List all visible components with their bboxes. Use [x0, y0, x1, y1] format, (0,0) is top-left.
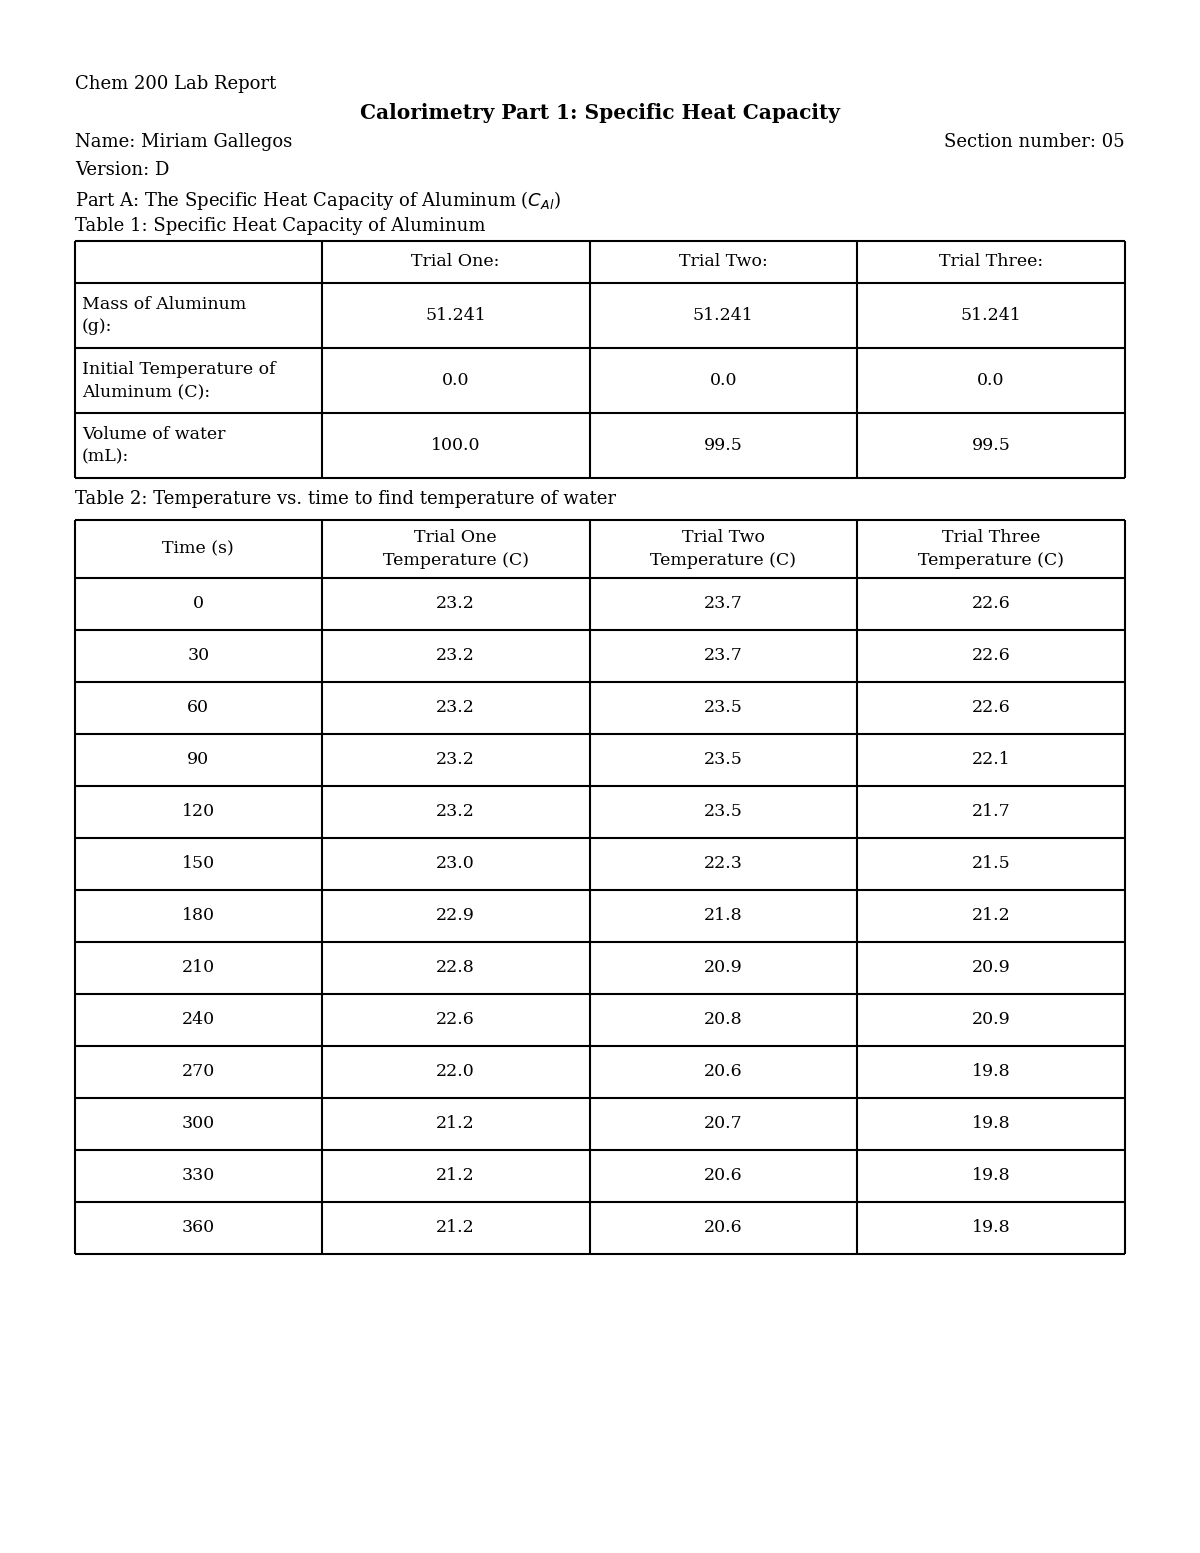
Text: 23.7: 23.7: [704, 648, 743, 665]
Text: 270: 270: [181, 1064, 215, 1081]
Text: 21.7: 21.7: [972, 803, 1010, 820]
Text: 21.8: 21.8: [704, 907, 743, 924]
Text: 240: 240: [182, 1011, 215, 1028]
Text: 20.7: 20.7: [704, 1115, 743, 1132]
Text: 20.6: 20.6: [704, 1168, 743, 1185]
Text: Part A: The Specific Heat Capacity of Aluminum ($C_{Al}$): Part A: The Specific Heat Capacity of Al…: [74, 189, 560, 213]
Text: 90: 90: [187, 752, 210, 769]
Text: 20.9: 20.9: [972, 1011, 1010, 1028]
Text: 21.2: 21.2: [437, 1115, 475, 1132]
Text: 19.8: 19.8: [972, 1219, 1010, 1236]
Text: Chem 200 Lab Report: Chem 200 Lab Report: [74, 75, 276, 93]
Text: 22.6: 22.6: [972, 595, 1010, 612]
Text: Volume of water
(mL):: Volume of water (mL):: [82, 426, 226, 464]
Text: 19.8: 19.8: [972, 1168, 1010, 1185]
Text: 0: 0: [193, 595, 204, 612]
Text: 23.7: 23.7: [704, 595, 743, 612]
Text: Initial Temperature of
Aluminum (C):: Initial Temperature of Aluminum (C):: [82, 360, 276, 401]
Text: 51.241: 51.241: [425, 307, 486, 325]
Text: 300: 300: [182, 1115, 215, 1132]
Text: 22.3: 22.3: [704, 856, 743, 873]
Text: 22.6: 22.6: [972, 699, 1010, 716]
Text: 51.241: 51.241: [694, 307, 754, 325]
Text: 0.0: 0.0: [442, 373, 469, 388]
Text: 20.6: 20.6: [704, 1064, 743, 1081]
Text: 20.9: 20.9: [704, 960, 743, 977]
Text: 60: 60: [187, 699, 209, 716]
Text: 20.8: 20.8: [704, 1011, 743, 1028]
Text: 0.0: 0.0: [709, 373, 737, 388]
Text: 30: 30: [187, 648, 210, 665]
Text: 330: 330: [181, 1168, 215, 1185]
Text: Trial Three
Temperature (C): Trial Three Temperature (C): [918, 530, 1064, 568]
Text: 23.2: 23.2: [436, 648, 475, 665]
Text: 19.8: 19.8: [972, 1064, 1010, 1081]
Text: 51.241: 51.241: [961, 307, 1021, 325]
Text: Trial One:: Trial One:: [412, 253, 500, 270]
Text: Name: Miriam Gallegos: Name: Miriam Gallegos: [74, 134, 293, 151]
Text: 360: 360: [182, 1219, 215, 1236]
Text: Trial Two
Temperature (C): Trial Two Temperature (C): [650, 530, 797, 568]
Text: 23.0: 23.0: [437, 856, 475, 873]
Text: 20.6: 20.6: [704, 1219, 743, 1236]
Text: 19.8: 19.8: [972, 1115, 1010, 1132]
Text: 22.6: 22.6: [972, 648, 1010, 665]
Text: 21.2: 21.2: [437, 1219, 475, 1236]
Text: 23.5: 23.5: [704, 752, 743, 769]
Text: Trial One
Temperature (C): Trial One Temperature (C): [383, 530, 529, 568]
Text: 22.1: 22.1: [972, 752, 1010, 769]
Text: Trial Two:: Trial Two:: [679, 253, 768, 270]
Text: 20.9: 20.9: [972, 960, 1010, 977]
Text: 22.8: 22.8: [437, 960, 475, 977]
Text: Trial Three:: Trial Three:: [940, 253, 1043, 270]
Text: 23.2: 23.2: [436, 699, 475, 716]
Text: 22.0: 22.0: [437, 1064, 475, 1081]
Text: 23.2: 23.2: [436, 752, 475, 769]
Text: 21.2: 21.2: [972, 907, 1010, 924]
Text: Mass of Aluminum
(g):: Mass of Aluminum (g):: [82, 297, 246, 335]
Text: 150: 150: [182, 856, 215, 873]
Text: 100.0: 100.0: [431, 436, 480, 453]
Text: Time (s): Time (s): [162, 540, 234, 558]
Text: Calorimetry Part 1: Specific Heat Capacity: Calorimetry Part 1: Specific Heat Capaci…: [360, 102, 840, 123]
Text: Table 1: Specific Heat Capacity of Aluminum: Table 1: Specific Heat Capacity of Alumi…: [74, 217, 486, 235]
Text: 23.2: 23.2: [436, 803, 475, 820]
Text: 21.5: 21.5: [972, 856, 1010, 873]
Text: 23.5: 23.5: [704, 803, 743, 820]
Text: 0.0: 0.0: [977, 373, 1004, 388]
Text: Section number: 05: Section number: 05: [944, 134, 1126, 151]
Text: 22.9: 22.9: [436, 907, 475, 924]
Text: 23.2: 23.2: [436, 595, 475, 612]
Text: Version: D: Version: D: [74, 162, 169, 179]
Text: 99.5: 99.5: [704, 436, 743, 453]
Text: 99.5: 99.5: [972, 436, 1010, 453]
Text: 210: 210: [182, 960, 215, 977]
Text: 180: 180: [182, 907, 215, 924]
Text: 22.6: 22.6: [437, 1011, 475, 1028]
Text: 120: 120: [182, 803, 215, 820]
Text: Table 2: Temperature vs. time to find temperature of water: Table 2: Temperature vs. time to find te…: [74, 491, 616, 508]
Text: 23.5: 23.5: [704, 699, 743, 716]
Text: 21.2: 21.2: [437, 1168, 475, 1185]
